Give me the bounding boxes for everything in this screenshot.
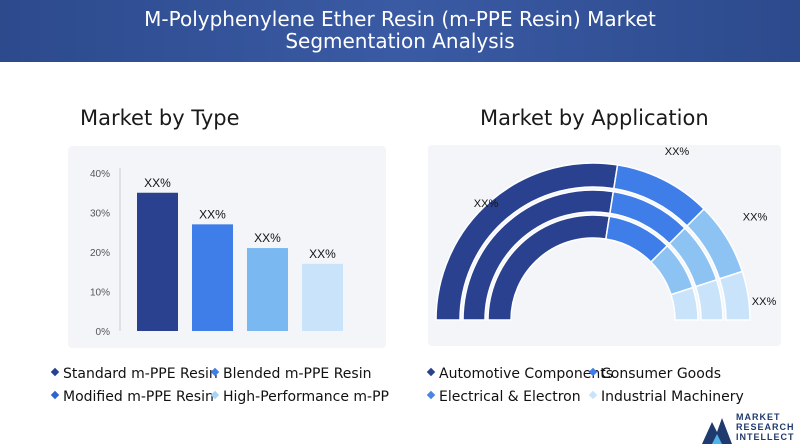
legend-label: Electrical & Electron (439, 389, 581, 405)
legend-item: Automotive Components (426, 366, 614, 382)
application-chart-title: Market by Application (480, 106, 709, 130)
legend-label: Blended m-PPE Resin (223, 366, 372, 382)
legend-item: Electrical & Electron (426, 389, 581, 405)
legend-item: Modified m-PPE Resin (50, 389, 214, 405)
legend-label: High-Performance m-PP (223, 389, 389, 405)
application-arc-chart: XX% XX% XX% XX% (435, 146, 777, 321)
arc-data-label: XX% (743, 212, 768, 224)
legend-item: High-Performance m-PP (210, 389, 389, 405)
arc-segment (694, 278, 724, 321)
legend-marker-icon (50, 367, 60, 377)
y-tick-label: 20% (90, 248, 110, 259)
type-bar-chart: 0% 10% 20% 30% 40% XX% XX% XX% XX% (90, 168, 343, 338)
page-title-line2: Segmentation Analysis (285, 29, 515, 53)
legend-label: Standard m-PPE Resin (63, 366, 218, 382)
bar (247, 248, 288, 331)
y-tick-label: 0% (96, 327, 111, 338)
bar-data-label: XX% (199, 207, 226, 221)
legend-marker-icon (50, 390, 60, 400)
market-research-intellect-logo: MARKET RESEARCH INTELLECT (700, 410, 800, 448)
arc-segment (670, 286, 699, 321)
page-title-line1: M-Polyphenylene Ether Resin (m-PPE Resin… (144, 7, 656, 31)
logo-mark-icon (702, 418, 732, 444)
arc-data-label: XX% (474, 198, 499, 210)
legend-marker-icon (426, 367, 436, 377)
legend-marker-icon (210, 390, 220, 400)
legend-label: Consumer Goods (601, 366, 721, 382)
y-tick-label: 40% (90, 169, 110, 180)
bar-data-label: XX% (309, 247, 336, 261)
header-banner: M-Polyphenylene Ether Resin (m-PPE Resin… (0, 0, 800, 62)
arc-data-label: XX% (752, 296, 777, 308)
bar-data-label: XX% (254, 231, 281, 245)
arc-data-label: XX% (665, 146, 690, 158)
bar-data-label: XX% (144, 176, 171, 190)
legend-label: Automotive Components (439, 366, 614, 382)
bar (137, 192, 178, 331)
legend-marker-icon (210, 367, 220, 377)
bar (192, 224, 233, 331)
legend-marker-icon (588, 390, 598, 400)
legend-item: Blended m-PPE Resin (210, 366, 372, 382)
legend-marker-icon (426, 390, 436, 400)
type-chart-title: Market by Type (80, 106, 240, 130)
y-tick-label: 10% (90, 288, 110, 299)
legend-label: Industrial Machinery (601, 389, 744, 405)
y-tick-label: 30% (90, 209, 110, 220)
logo-text: MARKET RESEARCH INTELLECT (736, 412, 795, 442)
legend-item: Consumer Goods (588, 366, 721, 382)
legend-item: Standard m-PPE Resin (50, 366, 218, 382)
legend-marker-icon (588, 367, 598, 377)
legend-item: Industrial Machinery (588, 389, 744, 405)
arc-segment (718, 270, 751, 321)
legend-label: Modified m-PPE Resin (63, 389, 214, 405)
bar (302, 263, 343, 331)
